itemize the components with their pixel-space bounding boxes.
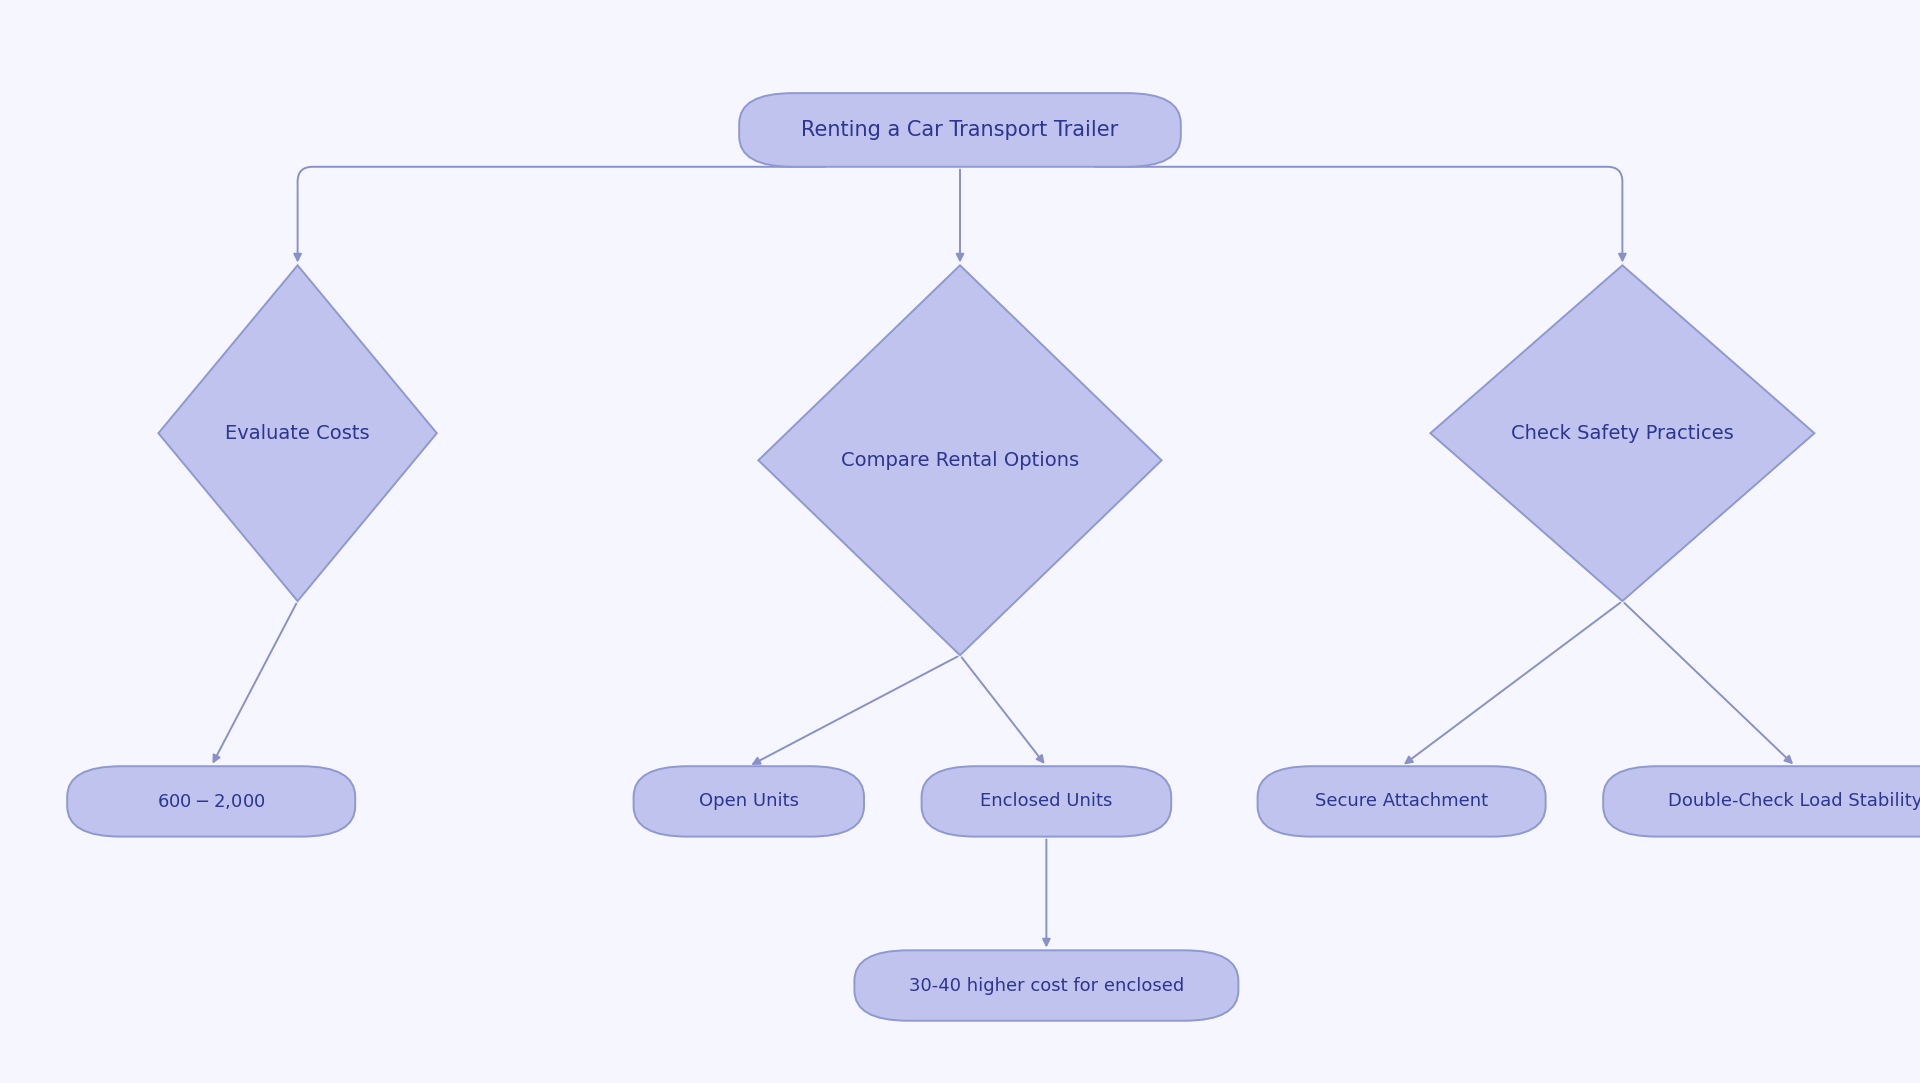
Text: Evaluate Costs: Evaluate Costs [225, 423, 371, 443]
Text: 30-40 higher cost for enclosed: 30-40 higher cost for enclosed [908, 977, 1185, 994]
Text: $600 - $2,000: $600 - $2,000 [157, 792, 265, 811]
Text: Check Safety Practices: Check Safety Practices [1511, 423, 1734, 443]
FancyBboxPatch shape [854, 951, 1238, 1020]
FancyBboxPatch shape [1258, 767, 1546, 836]
Polygon shape [1430, 265, 1814, 601]
Polygon shape [157, 265, 436, 601]
Text: Enclosed Units: Enclosed Units [981, 793, 1112, 810]
FancyBboxPatch shape [634, 767, 864, 836]
Text: Secure Attachment: Secure Attachment [1315, 793, 1488, 810]
Text: Compare Rental Options: Compare Rental Options [841, 451, 1079, 470]
Text: Double-Check Load Stability: Double-Check Load Stability [1668, 793, 1920, 810]
FancyBboxPatch shape [67, 767, 355, 836]
FancyBboxPatch shape [739, 93, 1181, 167]
Polygon shape [758, 265, 1162, 655]
Text: Open Units: Open Units [699, 793, 799, 810]
FancyBboxPatch shape [922, 767, 1171, 836]
Text: Renting a Car Transport Trailer: Renting a Car Transport Trailer [801, 120, 1119, 140]
FancyBboxPatch shape [1603, 767, 1920, 836]
